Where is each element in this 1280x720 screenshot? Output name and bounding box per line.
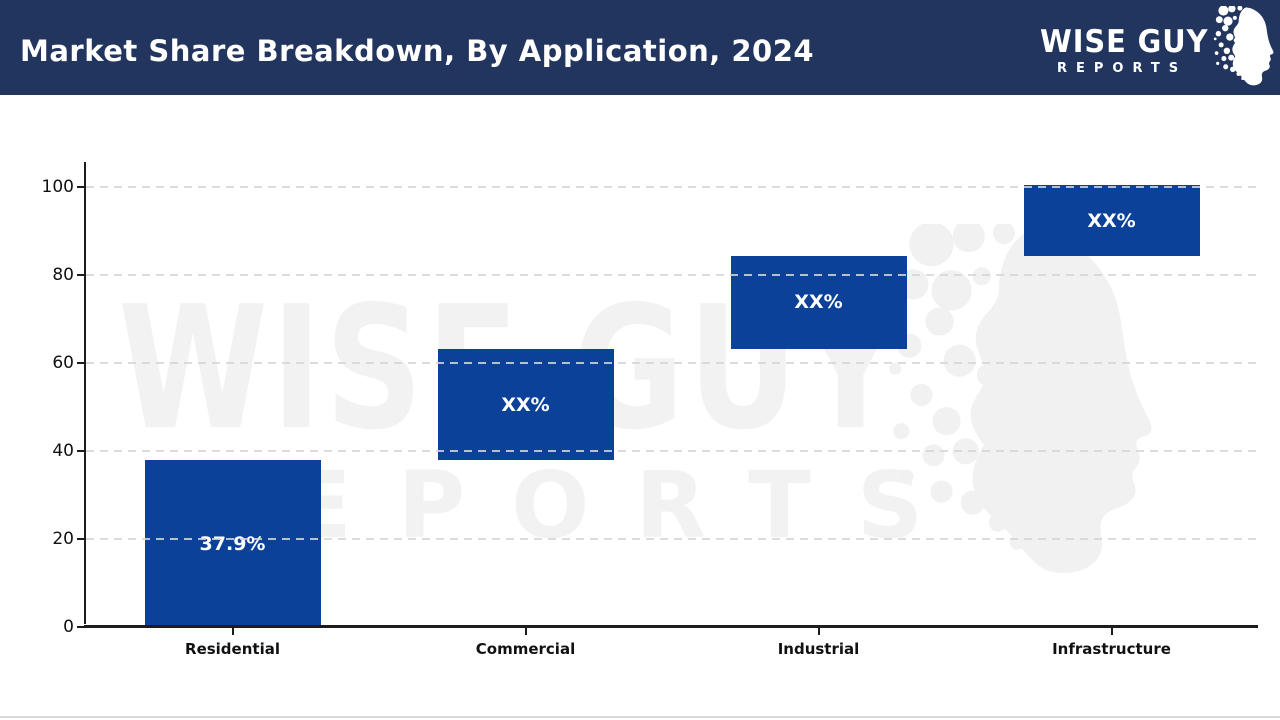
header-bar: Market Share Breakdown, By Application, …	[0, 0, 1280, 95]
x-category-label-infrastructure: Infrastructure	[1052, 640, 1171, 658]
x-tick-infrastructure	[1110, 628, 1113, 635]
logo-wordmark: WISE GUY	[1040, 24, 1209, 60]
y-tick-0	[77, 626, 84, 628]
bar-label-commercial: XX%	[501, 393, 550, 416]
wiseguy-head-watermark	[889, 224, 1152, 574]
logo-subtext: REPORTS	[1057, 61, 1188, 76]
x-category-label-industrial: Industrial	[777, 640, 860, 658]
y-tick-20	[77, 538, 84, 540]
x-axis	[84, 625, 1258, 628]
y-tick-100	[77, 186, 84, 188]
bar-label-residential: 37.9%	[199, 532, 266, 555]
bar-industrial: XX%	[730, 256, 907, 349]
x-tick-commercial	[524, 628, 527, 635]
y-axis	[84, 162, 86, 624]
bar-label-infrastructure: XX%	[1087, 209, 1136, 232]
y-tick-80	[77, 274, 84, 276]
bar-infrastructure: XX%	[1023, 185, 1200, 257]
y-tick-label-40: 40	[52, 441, 74, 461]
x-category-label-residential: Residential	[185, 640, 280, 658]
y-tick-label-20: 20	[52, 529, 74, 549]
y-tick-40	[77, 450, 84, 452]
page-title: Market Share Breakdown, By Application, …	[20, 34, 815, 68]
x-tick-industrial	[817, 628, 820, 635]
bar-residential: 37.9%	[144, 460, 321, 627]
bar-commercial: XX%	[437, 348, 614, 461]
y-tick-label-80: 80	[52, 265, 74, 285]
y-tick-label-0: 0	[63, 617, 74, 637]
y-tick-label-100: 100	[41, 177, 74, 197]
x-tick-residential	[231, 628, 234, 635]
x-category-label-commercial: Commercial	[475, 640, 576, 658]
bar-label-industrial: XX%	[794, 291, 843, 314]
chart-area: WISE GUY REPORTS 0 20 40 60 80 100 37.9% Reside…	[0, 95, 1280, 715]
bottom-border	[0, 716, 1280, 718]
y-tick-label-60: 60	[52, 353, 74, 373]
wiseguy-logo: WISE GUY REPORTS	[1030, 0, 1280, 95]
y-tick-60	[77, 362, 84, 364]
wiseguy-head-icon	[1213, 6, 1274, 86]
